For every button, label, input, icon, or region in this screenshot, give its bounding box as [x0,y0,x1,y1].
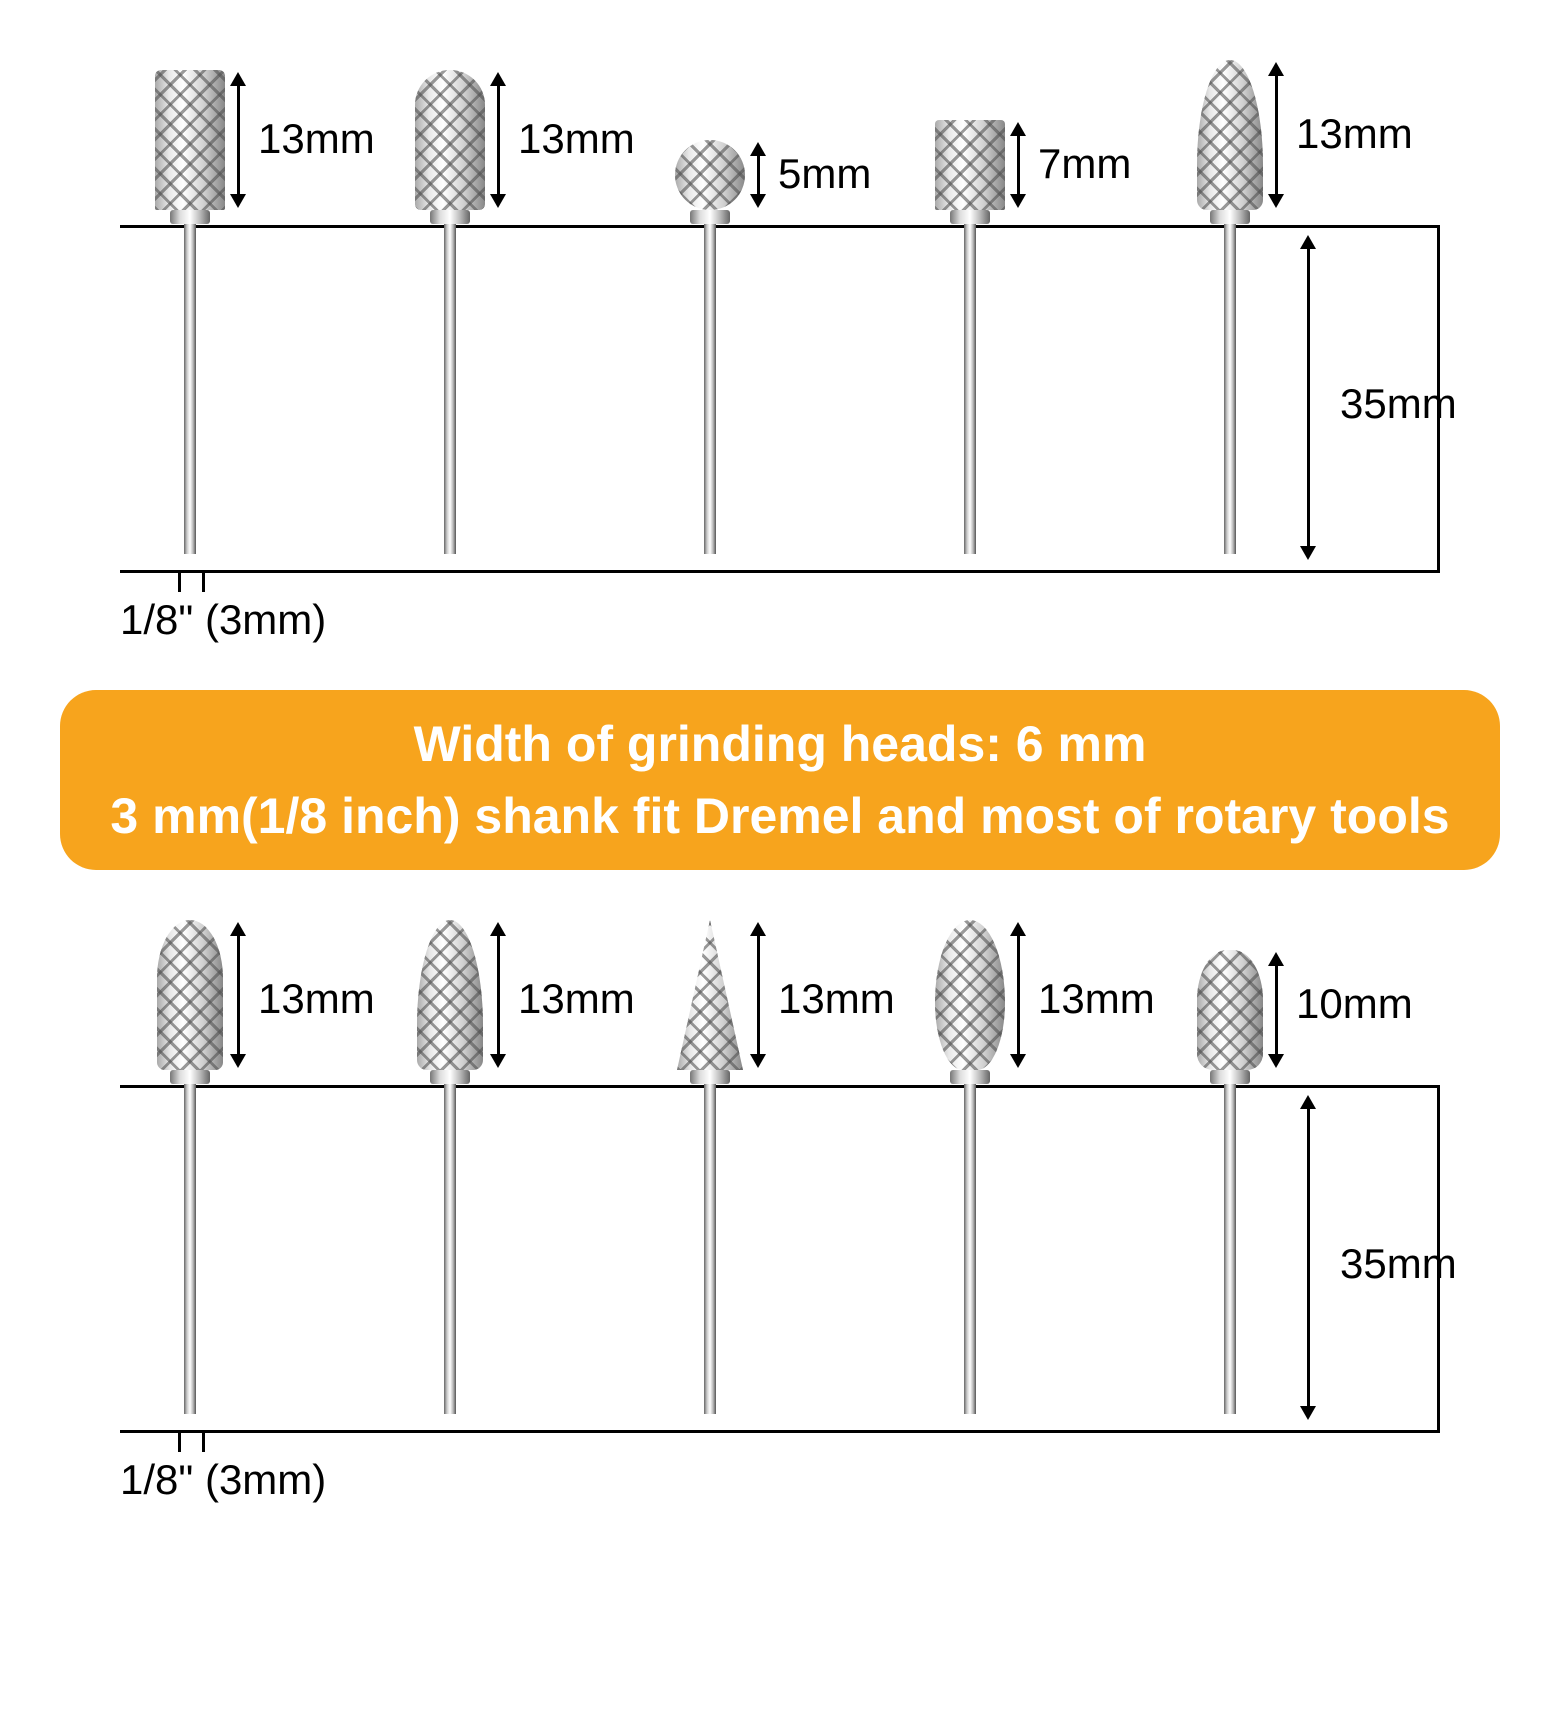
head-dim-label-3: 5mm [778,150,871,198]
head-dim-arrow [1268,62,1284,208]
shank [704,1084,716,1414]
burr-head [1197,950,1263,1070]
head-dim-arrow [1010,922,1026,1068]
shank-dia-tick-l-2 [178,1430,181,1452]
head-dim-arrow [1010,122,1026,208]
head-dim-arrow [750,142,766,208]
shank-dia-tick-r-1 [202,570,205,592]
collar [170,210,210,224]
shank [184,1084,196,1414]
head-dim-arrow [750,922,766,1068]
collar [690,210,730,224]
head-dim-arrow [490,922,506,1068]
head-dim-label-4: 7mm [1038,140,1131,188]
shank-length-arrow-1 [1300,235,1316,560]
burr-head [675,140,745,210]
collar [690,1070,730,1084]
collar [950,210,990,224]
shank-dia-label-2: 1/8" (3mm) [120,1456,326,1504]
collar [950,1070,990,1084]
head-dim-label-2: 13mm [518,115,635,163]
head-dim-label-9: 13mm [1038,975,1155,1023]
shank-length-label-2: 35mm [1340,1240,1457,1288]
row1-baseline [120,570,1440,573]
row2-baseline [120,1430,1440,1433]
collar [430,1070,470,1084]
head-dim-arrow [490,72,506,208]
shank [704,224,716,554]
shank [444,1084,456,1414]
shank-dia-tick-r-2 [202,1430,205,1452]
burr-head [415,70,485,210]
burr-head [677,920,743,1070]
head-dim-label-10: 10mm [1296,980,1413,1028]
burr-head [155,70,225,210]
collar [1210,1070,1250,1084]
head-dim-arrow [230,922,246,1068]
collar [430,210,470,224]
banner-line-1: Width of grinding heads: 6 mm [414,708,1147,781]
burr-head [1197,60,1263,210]
shank-dia-label-1: 1/8" (3mm) [120,596,326,644]
burr-head [417,920,483,1070]
shank [1224,224,1236,554]
burr-head [935,920,1005,1070]
shank-dia-tick-l-1 [178,570,181,592]
burr-head [935,120,1005,210]
shank [964,224,976,554]
head-dim-label-7: 13mm [518,975,635,1023]
head-dim-label-8: 13mm [778,975,895,1023]
shank [964,1084,976,1414]
info-banner: Width of grinding heads: 6 mm 3 mm(1/8 i… [60,690,1500,870]
head-dim-label-5: 13mm [1296,110,1413,158]
head-dim-label-6: 13mm [258,975,375,1023]
collar [170,1070,210,1084]
head-dim-label-1: 13mm [258,115,375,163]
shank [1224,1084,1236,1414]
banner-line-2: 3 mm(1/8 inch) shank fit Dremel and most… [110,780,1449,853]
burr-row-1: 35mm 13mm 13mm 5mm 7mm [80,60,1480,600]
shank-length-arrow-2 [1300,1095,1316,1420]
shank [444,224,456,554]
head-dim-arrow [230,72,246,208]
collar [1210,210,1250,224]
head-dim-arrow [1268,952,1284,1068]
burr-row-2: 35mm 13mm 13mm 13mm 13mm [80,920,1480,1460]
burr-head [157,920,223,1070]
shank-length-label-1: 35mm [1340,380,1457,428]
shank [184,224,196,554]
